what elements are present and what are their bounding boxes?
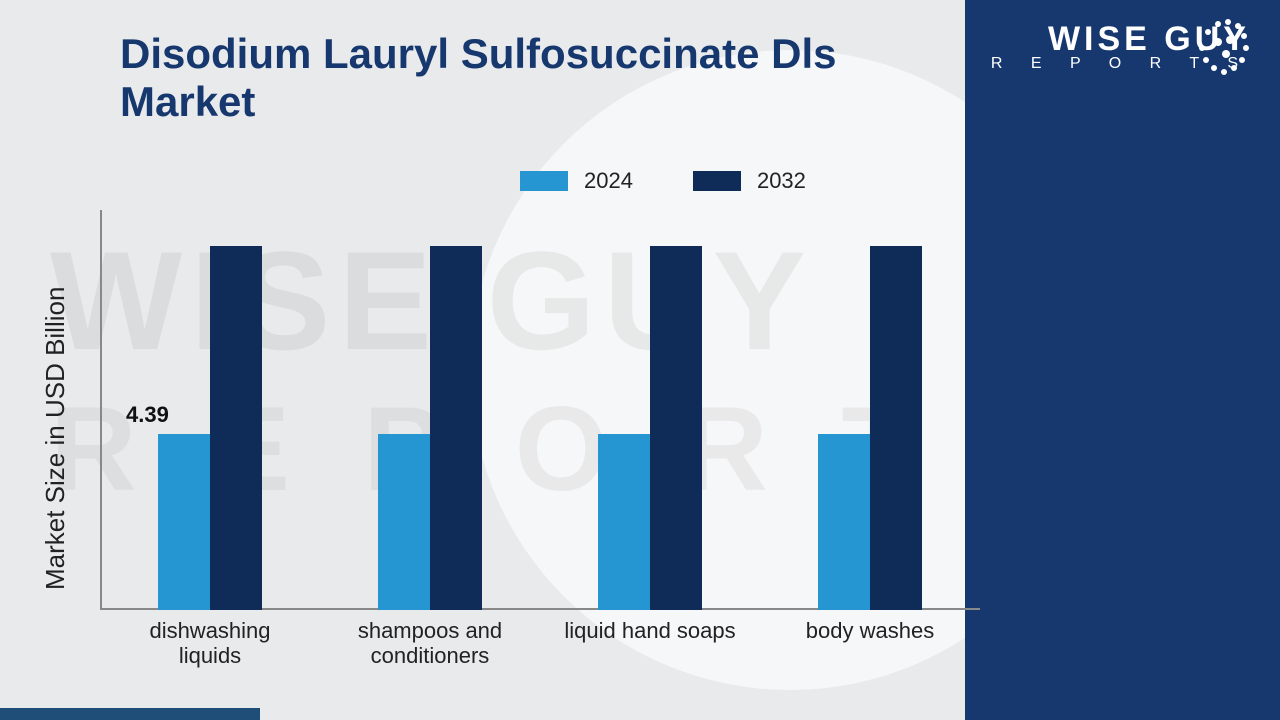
bottom-accent-bar	[0, 708, 260, 720]
x-axis-category-label: dishwashing liquids	[120, 618, 300, 669]
bar-2032	[430, 246, 482, 610]
bar-group	[340, 246, 520, 610]
bar-value-label: 4.39	[126, 402, 169, 428]
bar-2032	[870, 246, 922, 610]
x-axis-category-label: body washes	[780, 618, 960, 669]
bar-group	[560, 246, 740, 610]
bar-2024	[598, 434, 650, 610]
chart-canvas: WISE GUY R E P O R T S WISE GUY R E P O …	[0, 0, 1280, 720]
plot-area: 4.39	[100, 210, 980, 610]
legend-label-2032: 2032	[757, 168, 806, 194]
right-panel	[965, 0, 1280, 720]
bar-group	[780, 246, 960, 610]
legend-item-2032: 2032	[693, 168, 806, 194]
bar-2024	[158, 434, 210, 610]
brand-logo: WISE GUY R E P O R T S	[991, 20, 1250, 73]
chart-title: Disodium Lauryl Sulfosuccinate Dls Marke…	[120, 30, 880, 127]
bar-2032	[650, 246, 702, 610]
legend-swatch-2024	[520, 171, 568, 191]
legend-swatch-2032	[693, 171, 741, 191]
bar-groups: 4.39	[100, 210, 980, 610]
legend: 2024 2032	[520, 168, 806, 194]
bar-group: 4.39	[120, 246, 300, 610]
head-dots-icon	[1188, 12, 1258, 82]
y-axis-label: Market Size in USD Billion	[40, 287, 71, 590]
bar-2032	[210, 246, 262, 610]
bar-2024	[378, 434, 430, 610]
x-axis-labels: dishwashing liquids shampoos and conditio…	[100, 618, 980, 669]
bar-2024	[818, 434, 870, 610]
x-axis-category-label: shampoos and conditioners	[340, 618, 520, 669]
legend-label-2024: 2024	[584, 168, 633, 194]
x-axis-category-label: liquid hand soaps	[560, 618, 740, 669]
legend-item-2024: 2024	[520, 168, 633, 194]
